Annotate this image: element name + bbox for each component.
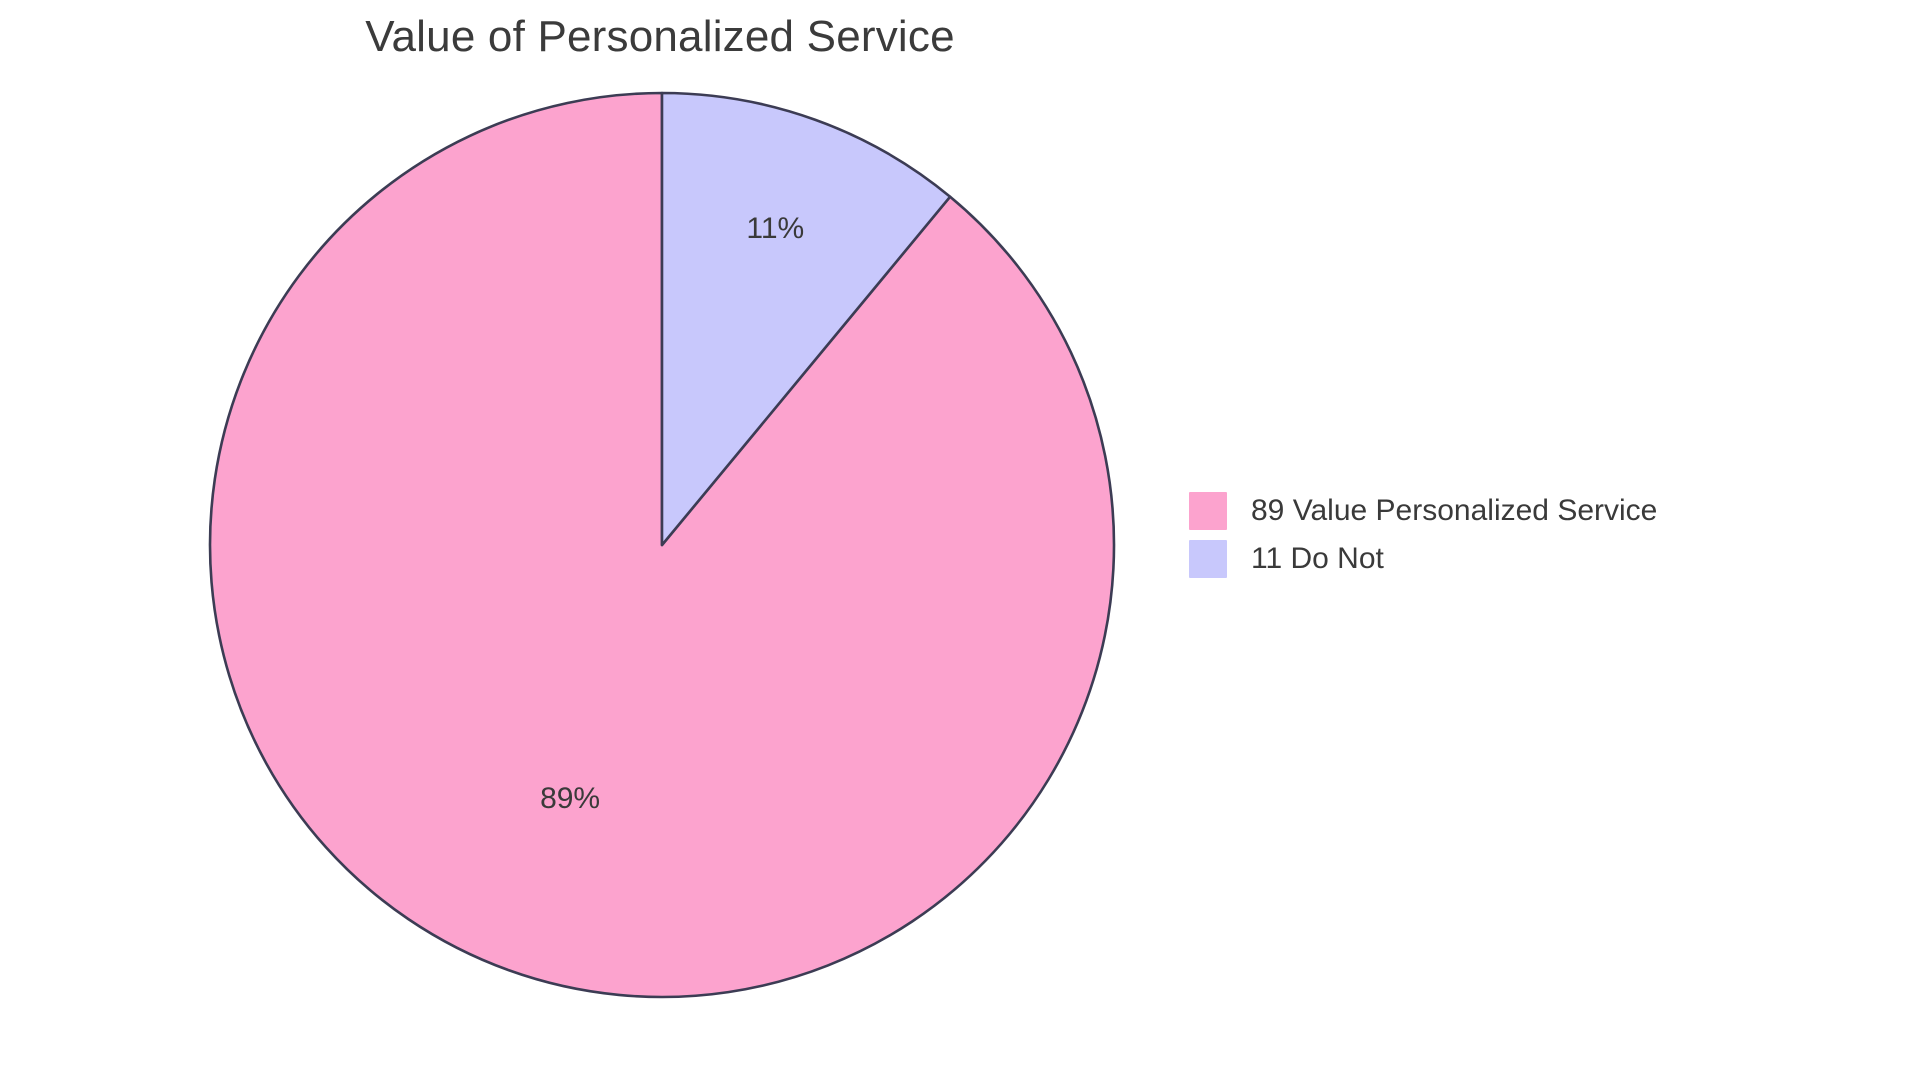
pie-slice-2[interactable] bbox=[660, 91, 952, 547]
legend-swatch-pink bbox=[1189, 492, 1227, 530]
pie-slices-group bbox=[208, 91, 1116, 999]
legend-item-value-personalized-service[interactable]: 89 Value Personalized Service bbox=[1189, 492, 1657, 530]
chart-title: Value of Personalized Service bbox=[365, 12, 955, 61]
pie-chart-plot-area: 89% 11% bbox=[207, 90, 1117, 1000]
pie-svg: 89% 11% bbox=[208, 91, 1116, 999]
legend-item-do-not[interactable]: 11 Do Not bbox=[1189, 540, 1657, 578]
legend-label-value-personalized-service: 89 Value Personalized Service bbox=[1251, 494, 1658, 527]
legend-label-do-not: 11 Do Not bbox=[1251, 542, 1384, 575]
pie-slice-percent-label-1: 89% bbox=[540, 782, 600, 815]
chart-legend: 89 Value Personalized Service 11 Do Not bbox=[1189, 492, 1657, 578]
legend-swatch-lavender bbox=[1189, 540, 1227, 578]
pie-slice-labels-group: 89% 11% bbox=[540, 212, 804, 815]
pie-slice-percent-label-2: 11% bbox=[746, 212, 804, 245]
